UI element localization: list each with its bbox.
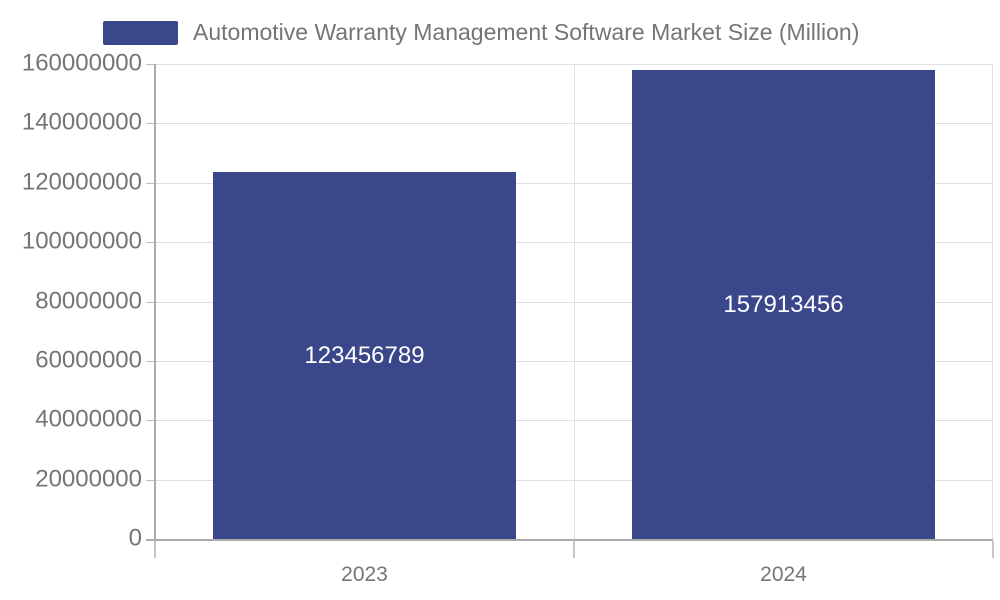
y-axis-tick-label: 60000000 bbox=[35, 346, 142, 374]
legend-swatch bbox=[103, 20, 178, 45]
bar-value-label: 123456789 bbox=[304, 341, 425, 369]
y-axis-tick-label: 20000000 bbox=[35, 465, 142, 493]
y-axis-tick-label: 0 bbox=[128, 524, 142, 552]
x-axis-split-line bbox=[574, 64, 575, 539]
bar-value-label: 157913456 bbox=[723, 290, 844, 318]
y-axis-line bbox=[154, 64, 156, 539]
x-axis-tick bbox=[573, 541, 575, 558]
legend[interactable]: Automotive Warranty Management Software … bbox=[103, 19, 859, 46]
y-axis-tick-label: 160000000 bbox=[21, 49, 142, 77]
x-axis-tick bbox=[154, 541, 156, 558]
x-axis-label-2023: 2023 bbox=[341, 563, 388, 586]
y-axis-tick bbox=[146, 123, 155, 125]
y-axis-tick-label: 140000000 bbox=[21, 108, 142, 136]
y-axis-tick-label: 120000000 bbox=[21, 168, 142, 196]
y-axis-tick-label: 100000000 bbox=[21, 227, 142, 255]
y-axis-tick bbox=[146, 420, 155, 422]
y-axis-tick-label: 80000000 bbox=[35, 286, 142, 314]
chart-title: Automotive Warranty Management Software … bbox=[193, 19, 860, 45]
y-axis-tick bbox=[146, 301, 155, 303]
x-axis-line bbox=[146, 539, 993, 541]
plot-border-right bbox=[992, 64, 993, 539]
y-axis-tick bbox=[146, 242, 155, 244]
y-axis-tick bbox=[146, 360, 155, 362]
x-axis-label-2024: 2024 bbox=[760, 563, 807, 586]
plot-area bbox=[155, 64, 993, 539]
y-axis-tick-label: 40000000 bbox=[35, 405, 142, 433]
y-axis-tick bbox=[146, 182, 155, 184]
x-axis-tick bbox=[992, 541, 994, 558]
y-axis-tick bbox=[146, 64, 155, 65]
bar-2024[interactable]: 157913456 bbox=[632, 70, 935, 539]
y-axis-tick bbox=[146, 479, 155, 481]
bar-2023[interactable]: 123456789 bbox=[213, 172, 516, 539]
